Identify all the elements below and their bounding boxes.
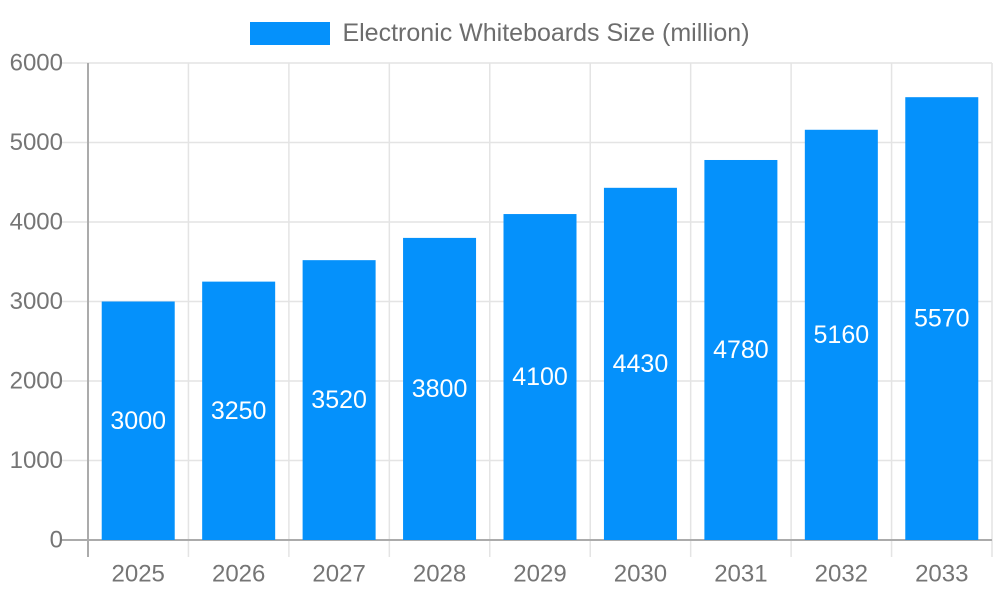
bar-2033[interactable] [905, 97, 979, 540]
bar-value-label: 3000 [110, 407, 166, 435]
bar-2028[interactable] [403, 237, 477, 540]
x-tick-label: 2030 [614, 561, 667, 588]
y-tick-label: 0 [50, 527, 63, 554]
bar-value-label: 3520 [311, 386, 367, 414]
bar-value-label: 4430 [613, 350, 669, 378]
bar-value-label: 3800 [412, 375, 468, 403]
bar-value-label: 5570 [914, 305, 970, 333]
bar-2026[interactable] [202, 281, 276, 540]
x-tick-label: 2025 [112, 561, 165, 588]
bar-value-label: 5160 [814, 321, 870, 349]
x-tick-label: 2028 [413, 561, 466, 588]
bar-2032[interactable] [804, 129, 878, 540]
y-tick-label: 5000 [10, 129, 63, 156]
y-tick-label: 4000 [10, 209, 63, 236]
value-labels: 3000 3250 3520 3800 4100 4430 4780 5160 5570 [110, 305, 969, 435]
x-tick-label: 2027 [312, 561, 365, 588]
bar-value-label: 4780 [713, 336, 769, 364]
bar-2031[interactable] [704, 159, 778, 541]
x-tick-label: 2029 [513, 561, 566, 588]
x-tick-label: 2026 [212, 561, 265, 588]
bar-2030[interactable] [603, 187, 677, 540]
bar-value-label: 3250 [211, 397, 267, 425]
y-tick-label: 1000 [10, 447, 63, 474]
x-tick-label: 2033 [915, 561, 968, 588]
x-axis-labels: 2025 2026 2027 2028 2029 2030 2031 2032 2033 [112, 561, 969, 588]
x-tick-label: 2032 [815, 561, 868, 588]
y-tick-label: 6000 [10, 50, 63, 77]
legend-swatch-icon [250, 21, 331, 45]
bar-2025[interactable] [101, 301, 175, 541]
y-axis-labels: 0 1000 2000 3000 4000 5000 6000 [10, 50, 63, 554]
bar-value-label: 4100 [512, 363, 568, 391]
bar-2029[interactable] [503, 214, 577, 541]
bars [101, 97, 979, 541]
y-tick-label: 2000 [10, 368, 63, 395]
x-tick-label: 2031 [714, 561, 767, 588]
legend-label: Electronic Whiteboards Size (million) [342, 18, 750, 47]
y-tick-label: 3000 [10, 288, 63, 315]
bar-2027[interactable] [302, 260, 376, 540]
legend[interactable]: Electronic Whiteboards Size (million) [0, 18, 1000, 47]
